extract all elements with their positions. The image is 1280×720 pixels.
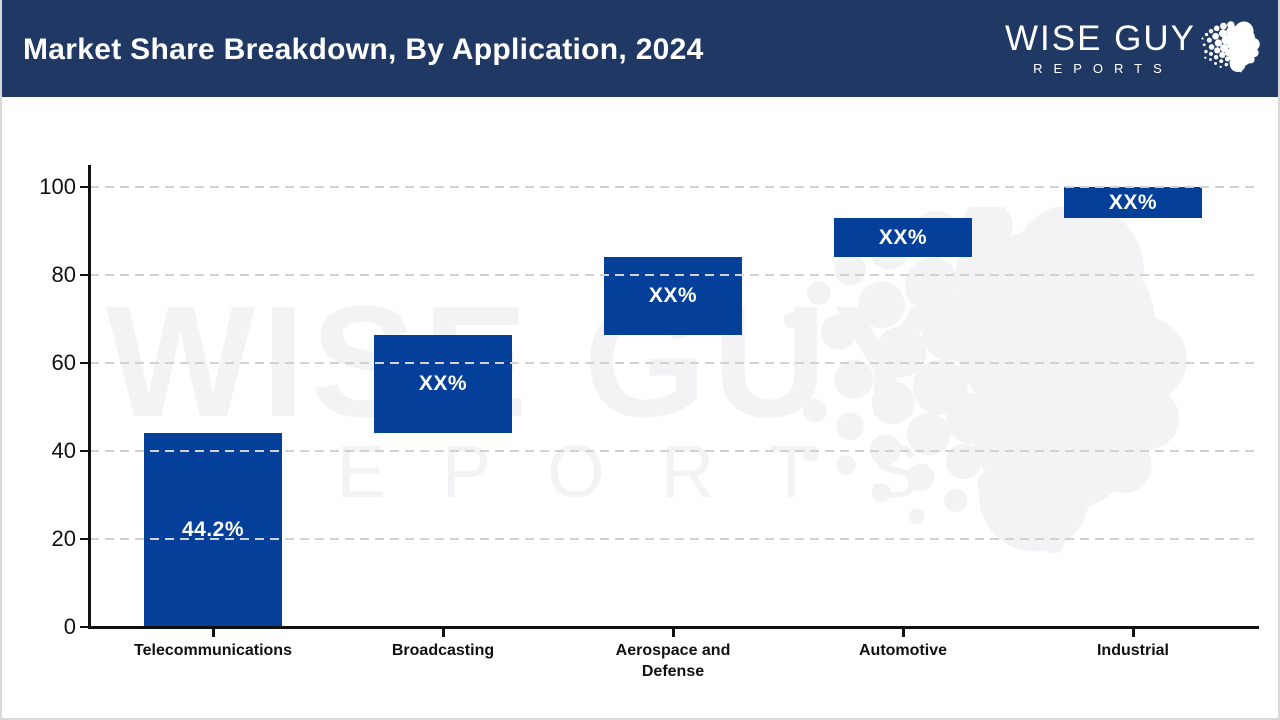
gridline-60 xyxy=(90,362,1257,364)
y-axis-label-40: 40 xyxy=(51,438,76,463)
bar-telecommunications: 44.2% xyxy=(144,432,282,627)
bar-value-label: XX% xyxy=(418,372,468,396)
watermark-subtitle: REPORTS xyxy=(227,430,976,513)
gridline-80 xyxy=(90,274,1257,276)
wise-guy-logo: WISE GUY REPORTS xyxy=(1005,6,1266,91)
gridline-20 xyxy=(90,538,1257,540)
y-tick-80 xyxy=(80,274,88,276)
y-axis-label-100: 100 xyxy=(39,174,76,199)
logo-text: WISE GUY REPORTS xyxy=(1005,21,1196,76)
watermark-head-icon xyxy=(783,207,1187,554)
y-axis-label-60: 60 xyxy=(51,350,76,375)
y-axis-label-20: 20 xyxy=(51,526,76,551)
x-axis-category-label: Automotive xyxy=(859,642,947,659)
y-axis-line xyxy=(88,165,91,629)
y-tick-100 xyxy=(80,186,88,188)
bar-value-label: XX% xyxy=(648,284,698,308)
logo-wordmark: WISE GUY xyxy=(1004,19,1196,58)
y-axis-label-80: 80 xyxy=(51,262,76,287)
x-tick-1 xyxy=(211,629,215,637)
bar-industrial: XX% xyxy=(1064,187,1202,218)
x-tick-3 xyxy=(671,629,675,637)
x-axis-category-label: Telecommunications xyxy=(134,642,292,659)
waterfall-chart: WISE GUY REPORTS 0 20 40 60 80 100 44.2% Teleco… xyxy=(2,97,1278,718)
wise-guy-head-icon xyxy=(1201,20,1260,72)
y-tick-20 xyxy=(80,538,88,540)
y-axis-label-0: 0 xyxy=(63,614,76,639)
header-banner: Market Share Breakdown, By Application, … xyxy=(2,0,1278,97)
bar-value-label: 44.2% xyxy=(181,518,245,542)
bar-broadcasting: XX% xyxy=(374,334,512,433)
bar-automotive: XX% xyxy=(834,217,972,257)
x-axis-category-label: Industrial xyxy=(1096,642,1169,659)
bar-value-label: XX% xyxy=(1108,190,1158,214)
logo-subtitle: REPORTS xyxy=(1033,61,1173,76)
bar-value-label: XX% xyxy=(878,225,928,249)
page-title: Market Share Breakdown, By Application, … xyxy=(23,33,704,66)
bar-aerospace-and-defense: XX% xyxy=(604,256,742,335)
y-tick-40 xyxy=(80,450,88,452)
x-tick-2 xyxy=(441,629,445,637)
gridline-40 xyxy=(90,450,1257,452)
x-axis-category-label: Aerospace and Defense xyxy=(615,642,731,680)
x-tick-4 xyxy=(901,629,905,637)
x-axis-category-label: Broadcasting xyxy=(391,642,495,659)
x-tick-5 xyxy=(1131,629,1135,637)
y-tick-60 xyxy=(80,362,88,364)
y-tick-0 xyxy=(80,626,88,628)
x-axis-line xyxy=(88,626,1259,629)
gridline-100 xyxy=(90,186,1257,188)
